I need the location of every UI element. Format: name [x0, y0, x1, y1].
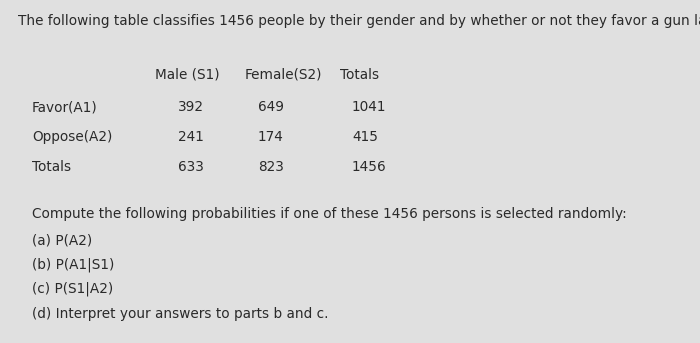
Text: 823: 823: [258, 160, 284, 174]
Text: Male (S1): Male (S1): [155, 68, 220, 82]
Text: 1456: 1456: [352, 160, 386, 174]
Text: 1041: 1041: [352, 100, 386, 114]
Text: (d) Interpret your answers to parts b and c.: (d) Interpret your answers to parts b an…: [32, 307, 328, 321]
Text: The following table classifies 1456 people by their gender and by whether or not: The following table classifies 1456 peop…: [18, 14, 700, 28]
Text: 241: 241: [178, 130, 204, 144]
Text: 392: 392: [178, 100, 204, 114]
Text: Totals: Totals: [32, 160, 71, 174]
Text: 415: 415: [352, 130, 378, 144]
Text: Favor(A1): Favor(A1): [32, 100, 98, 114]
Text: Totals: Totals: [340, 68, 379, 82]
Text: Oppose(A2): Oppose(A2): [32, 130, 113, 144]
Text: 174: 174: [258, 130, 284, 144]
Text: Compute the following probabilities if one of these 1456 persons is selected ran: Compute the following probabilities if o…: [32, 207, 626, 221]
Text: 633: 633: [178, 160, 204, 174]
Text: (c) P(S1|A2): (c) P(S1|A2): [32, 282, 113, 296]
Text: (a) P(A2): (a) P(A2): [32, 233, 92, 247]
Text: Female(S2): Female(S2): [245, 68, 323, 82]
Text: (b) P(A1|S1): (b) P(A1|S1): [32, 258, 114, 272]
Text: 649: 649: [258, 100, 284, 114]
